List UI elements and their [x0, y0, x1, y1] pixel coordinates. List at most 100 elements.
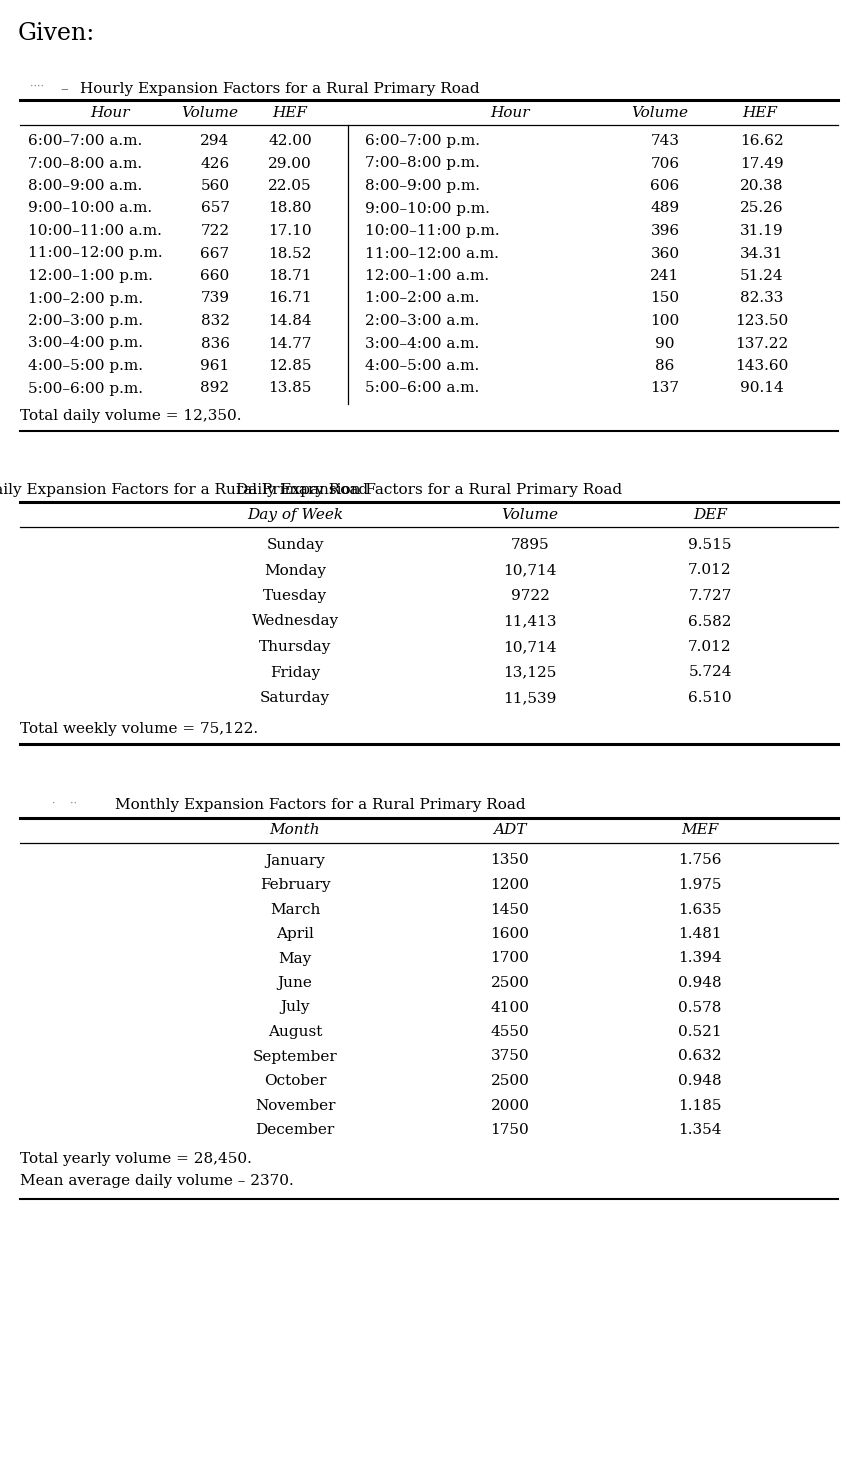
Text: 0.578: 0.578 [679, 1000, 722, 1015]
Text: 606: 606 [650, 178, 680, 193]
Text: 5.724: 5.724 [688, 665, 732, 680]
Text: 82.33: 82.33 [740, 292, 783, 305]
Text: 13,125: 13,125 [504, 665, 557, 680]
Text: 706: 706 [650, 156, 680, 171]
Text: 7.727: 7.727 [688, 589, 732, 603]
Text: 9.515: 9.515 [688, 538, 732, 552]
Text: 426: 426 [201, 156, 230, 171]
Text: ADT: ADT [493, 823, 527, 838]
Text: 11,413: 11,413 [504, 615, 557, 628]
Text: 10:00–11:00 a.m.: 10:00–11:00 a.m. [28, 224, 162, 237]
Text: 90: 90 [656, 336, 674, 351]
Text: 137: 137 [650, 382, 680, 395]
Text: 7:00–8:00 a.m.: 7:00–8:00 a.m. [28, 156, 142, 171]
Text: 11:00–12:00 p.m.: 11:00–12:00 p.m. [28, 246, 163, 261]
Text: 137.22: 137.22 [735, 336, 789, 351]
Text: Daily Expansion Factors for a Rural Primary Road: Daily Expansion Factors for a Rural Prim… [0, 482, 368, 497]
Text: 7.012: 7.012 [688, 563, 732, 578]
Text: August: August [268, 1025, 323, 1038]
Text: 722: 722 [201, 224, 230, 237]
Text: 1.635: 1.635 [679, 903, 722, 916]
Text: MEF: MEF [681, 823, 719, 838]
Text: 660: 660 [201, 268, 230, 283]
Text: HEF: HEF [742, 106, 777, 119]
Text: 31.19: 31.19 [740, 224, 784, 237]
Text: 832: 832 [201, 314, 229, 327]
Text: 9722: 9722 [511, 589, 549, 603]
Text: 2000: 2000 [491, 1099, 529, 1112]
Text: 17.49: 17.49 [740, 156, 784, 171]
Text: December: December [256, 1122, 335, 1137]
Text: Wednesday: Wednesday [251, 615, 339, 628]
Text: 8:00–9:00 p.m.: 8:00–9:00 p.m. [365, 178, 480, 193]
Text: 961: 961 [201, 358, 230, 373]
Text: 360: 360 [650, 246, 680, 261]
Text: 14.77: 14.77 [269, 336, 311, 351]
Text: 8:00–9:00 a.m.: 8:00–9:00 a.m. [28, 178, 142, 193]
Text: Total weekly volume = 75,122.: Total weekly volume = 75,122. [20, 721, 258, 736]
Text: 1.756: 1.756 [679, 854, 722, 867]
Text: 1750: 1750 [491, 1122, 529, 1137]
Text: 1:00–2:00 p.m.: 1:00–2:00 p.m. [28, 292, 143, 305]
Text: 2:00–3:00 a.m.: 2:00–3:00 a.m. [365, 314, 480, 327]
Text: 10:00–11:00 p.m.: 10:00–11:00 p.m. [365, 224, 499, 237]
Text: 1.394: 1.394 [678, 951, 722, 966]
Text: 1.975: 1.975 [679, 878, 722, 892]
Text: 1.481: 1.481 [678, 926, 722, 941]
Text: Hourly Expansion Factors for a Rural Primary Road: Hourly Expansion Factors for a Rural Pri… [80, 83, 480, 96]
Text: March: March [269, 903, 320, 916]
Text: January: January [265, 854, 325, 867]
Text: –: – [60, 83, 68, 96]
Text: 1.185: 1.185 [679, 1099, 722, 1112]
Text: 9:00–10:00 a.m.: 9:00–10:00 a.m. [28, 202, 152, 215]
Text: 10,714: 10,714 [504, 640, 557, 653]
Text: ··: ·· [70, 798, 77, 808]
Text: June: June [277, 976, 312, 990]
Text: Total daily volume = 12,350.: Total daily volume = 12,350. [20, 409, 241, 423]
Text: 20.38: 20.38 [740, 178, 783, 193]
Text: 1350: 1350 [491, 854, 529, 867]
Text: DEF: DEF [693, 507, 727, 522]
Text: 2500: 2500 [491, 976, 529, 990]
Text: ·: · [52, 798, 56, 808]
Text: 90.14: 90.14 [740, 382, 784, 395]
Text: HEF: HEF [273, 106, 307, 119]
Text: Hour: Hour [490, 106, 529, 119]
Text: 4:00–5:00 p.m.: 4:00–5:00 p.m. [28, 358, 143, 373]
Text: ·: · [155, 482, 159, 493]
Text: Month: Month [269, 823, 320, 838]
Text: 29.00: 29.00 [268, 156, 311, 171]
Text: 6:00–7:00 a.m.: 6:00–7:00 a.m. [28, 134, 142, 148]
Text: 16.71: 16.71 [269, 292, 311, 305]
Text: 0.521: 0.521 [678, 1025, 722, 1038]
Text: Saturday: Saturday [260, 690, 330, 705]
Text: 892: 892 [201, 382, 230, 395]
Text: 4550: 4550 [491, 1025, 529, 1038]
Text: 12.85: 12.85 [269, 358, 311, 373]
Text: 657: 657 [201, 202, 229, 215]
Text: 0.948: 0.948 [678, 1074, 722, 1089]
Text: Tuesday: Tuesday [263, 589, 327, 603]
Text: 0.948: 0.948 [678, 976, 722, 990]
Text: 17.10: 17.10 [269, 224, 311, 237]
Text: 1600: 1600 [491, 926, 529, 941]
Text: 12:00–1:00 p.m.: 12:00–1:00 p.m. [28, 268, 153, 283]
Text: November: November [255, 1099, 335, 1112]
Text: 7.012: 7.012 [688, 640, 732, 653]
Text: ····: ···· [30, 83, 44, 91]
Text: 9:00–10:00 p.m.: 9:00–10:00 p.m. [365, 202, 490, 215]
Text: 34.31: 34.31 [740, 246, 783, 261]
Text: 6.510: 6.510 [688, 690, 732, 705]
Text: 6:00–7:00 p.m.: 6:00–7:00 p.m. [365, 134, 480, 148]
Text: April: April [276, 926, 314, 941]
Text: 11:00–12:00 a.m.: 11:00–12:00 a.m. [365, 246, 498, 261]
Text: 1:00–2:00 a.m.: 1:00–2:00 a.m. [365, 292, 480, 305]
Text: Volume: Volume [182, 106, 239, 119]
Text: 13.85: 13.85 [269, 382, 311, 395]
Text: 16.62: 16.62 [740, 134, 784, 148]
Text: September: September [252, 1050, 337, 1063]
Text: Volume: Volume [631, 106, 688, 119]
Text: 4:00–5:00 a.m.: 4:00–5:00 a.m. [365, 358, 480, 373]
Text: 22.05: 22.05 [269, 178, 311, 193]
Text: 1700: 1700 [491, 951, 529, 966]
